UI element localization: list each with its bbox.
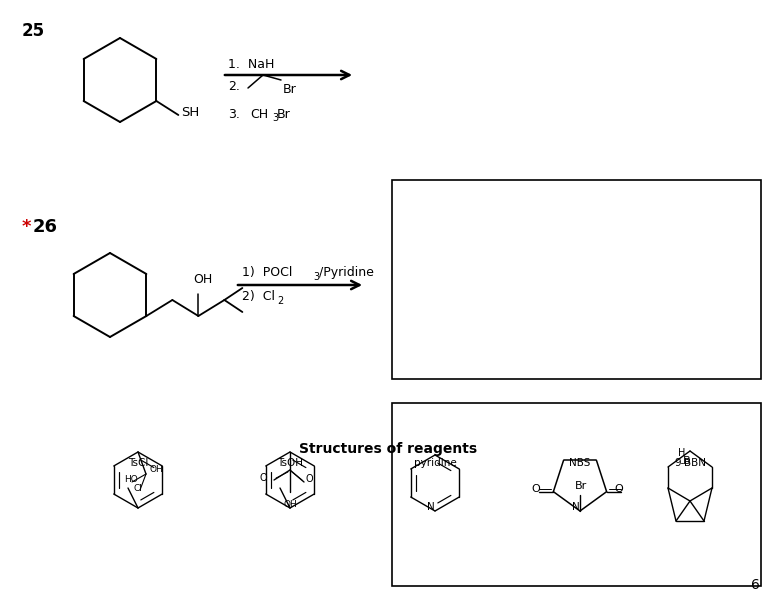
Text: 2)  Cl: 2) Cl <box>242 290 275 303</box>
Text: Br: Br <box>277 108 291 121</box>
Text: pyridine: pyridine <box>413 458 456 468</box>
Text: 26: 26 <box>33 218 58 236</box>
Text: 1.  NaH: 1. NaH <box>228 58 274 71</box>
Text: O: O <box>531 484 540 493</box>
Text: CH: CH <box>250 108 268 121</box>
Text: 25: 25 <box>22 22 45 40</box>
Text: N: N <box>572 502 580 512</box>
Text: O: O <box>615 484 623 493</box>
Text: B: B <box>683 456 691 466</box>
Text: NBS: NBS <box>570 458 591 468</box>
Text: TsCl: TsCl <box>127 458 148 468</box>
Bar <box>392 180 761 379</box>
Text: H: H <box>678 448 685 458</box>
Bar <box>392 403 761 586</box>
Text: /Pyridine: /Pyridine <box>319 266 374 279</box>
Text: Br: Br <box>283 83 297 96</box>
Text: 3: 3 <box>313 272 319 282</box>
Text: OH: OH <box>284 500 298 509</box>
Text: 3.: 3. <box>228 108 240 121</box>
Text: 3: 3 <box>272 113 278 123</box>
Text: SH: SH <box>181 106 200 120</box>
Text: N: N <box>427 502 435 512</box>
Text: 2.: 2. <box>228 80 240 93</box>
Text: O: O <box>305 474 312 484</box>
Text: HO: HO <box>124 475 138 483</box>
Text: OH: OH <box>193 273 213 286</box>
Text: O: O <box>260 473 267 483</box>
Text: Br: Br <box>575 481 587 491</box>
Text: TsOH: TsOH <box>277 458 303 468</box>
Text: 2: 2 <box>277 296 284 306</box>
Text: *: * <box>22 218 32 236</box>
Text: OH: OH <box>149 465 162 474</box>
Text: 6: 6 <box>751 578 760 592</box>
Text: Structures of reagents: Structures of reagents <box>299 442 477 456</box>
Text: 9-BBN: 9-BBN <box>674 458 706 468</box>
Text: 1)  POCl: 1) POCl <box>242 266 292 279</box>
Text: Cl: Cl <box>134 484 143 493</box>
